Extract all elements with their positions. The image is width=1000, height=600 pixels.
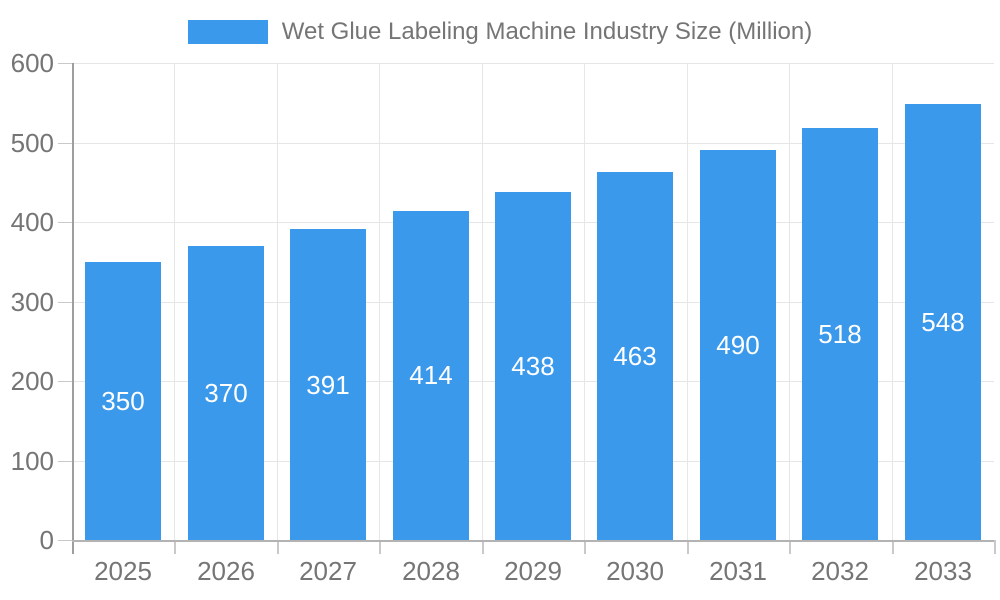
legend-swatch (187, 20, 268, 44)
x-axis-tick (789, 540, 791, 554)
y-axis-label: 500 (10, 128, 54, 158)
x-axis-tick (482, 540, 484, 554)
x-axis-label: 2031 (709, 556, 767, 586)
bar-2033[interactable] (905, 104, 981, 540)
gridline-vertical (584, 63, 585, 540)
y-axis-tick (58, 222, 72, 223)
x-axis-tick (994, 540, 996, 554)
x-axis-label: 2029 (504, 556, 562, 586)
y-axis-tick (58, 381, 72, 382)
legend-label: Wet Glue Labeling Machine Industry Size … (281, 18, 813, 45)
bar-value-label: 414 (409, 360, 453, 390)
y-axis-label: 0 (39, 525, 54, 555)
gridline-vertical (379, 63, 380, 540)
bar-2030[interactable] (597, 172, 673, 540)
bar-2026[interactable] (188, 246, 264, 540)
y-axis-tick (58, 63, 72, 64)
y-axis-line (72, 63, 74, 554)
x-axis-label: 2025 (94, 556, 152, 586)
bar-2029[interactable] (495, 192, 571, 540)
bar-2031[interactable] (700, 150, 776, 540)
x-axis-tick (584, 540, 586, 554)
y-axis-label: 400 (10, 207, 54, 237)
gridline-vertical (789, 63, 790, 540)
bar-value-label: 438 (511, 351, 555, 381)
x-axis-label: 2026 (197, 556, 255, 586)
x-axis-tick (892, 540, 894, 554)
bar-value-label: 518 (818, 319, 862, 349)
gridline-vertical (174, 63, 175, 540)
y-axis-tick (58, 143, 72, 144)
bar-value-label: 463 (613, 341, 657, 371)
gridline-vertical (892, 63, 893, 540)
bar-2027[interactable] (290, 229, 366, 540)
gridline-vertical (277, 63, 278, 540)
bar-value-label: 548 (921, 307, 965, 337)
y-axis-tick (58, 540, 72, 541)
gridline-horizontal (72, 143, 994, 144)
x-axis-label: 2027 (299, 556, 357, 586)
y-axis-label: 100 (10, 446, 54, 476)
bar-2025[interactable] (85, 262, 161, 540)
gridline-vertical (687, 63, 688, 540)
x-axis-label: 2028 (402, 556, 460, 586)
gridline-horizontal (72, 63, 994, 64)
bar-2032[interactable] (802, 128, 878, 540)
x-axis-label: 2030 (606, 556, 664, 586)
x-axis-tick (174, 540, 176, 554)
y-axis-label: 300 (10, 287, 54, 317)
bar-value-label: 490 (716, 330, 760, 360)
y-axis-tick (58, 461, 72, 462)
x-axis-tick (687, 540, 689, 554)
gridline-vertical (482, 63, 483, 540)
bar-2028[interactable] (393, 211, 469, 540)
chart-legend[interactable]: Wet Glue Labeling Machine Industry Size … (0, 14, 1000, 50)
y-axis-label: 600 (10, 48, 54, 78)
bar-value-label: 350 (101, 386, 145, 416)
x-axis-label: 2033 (914, 556, 972, 586)
y-axis-label: 200 (10, 366, 54, 396)
y-axis-tick (58, 302, 72, 303)
bar-value-label: 370 (204, 378, 248, 408)
x-axis-tick (379, 540, 381, 554)
bar-value-label: 391 (306, 370, 350, 400)
x-axis-tick (277, 540, 279, 554)
x-axis-line (72, 540, 994, 542)
x-axis-label: 2032 (811, 556, 869, 586)
